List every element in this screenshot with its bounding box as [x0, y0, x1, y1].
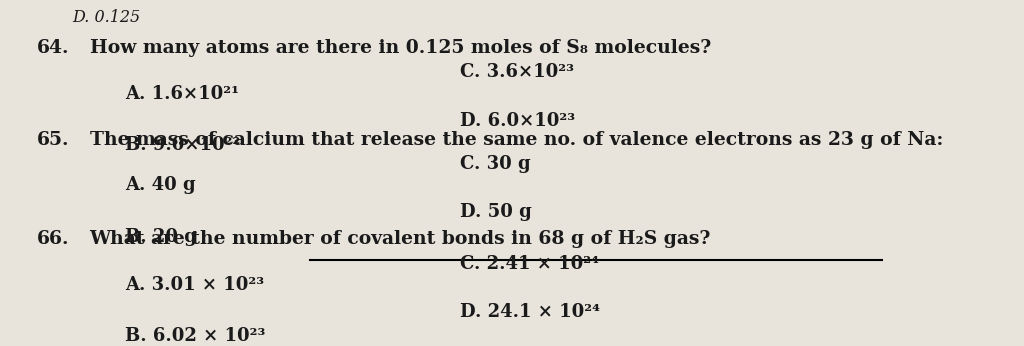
- Text: B. 6.02 × 10²³: B. 6.02 × 10²³: [125, 327, 265, 345]
- Text: C. 30 g: C. 30 g: [460, 155, 530, 173]
- Text: What are the number of covalent bonds in 68 g of H₂S gas?: What are the number of covalent bonds in…: [89, 230, 711, 248]
- Text: A. 3.01 × 10²³: A. 3.01 × 10²³: [125, 276, 264, 294]
- Text: B. 9.0×10²²: B. 9.0×10²²: [125, 136, 241, 154]
- Text: 64.: 64.: [37, 39, 70, 57]
- Text: C. 2.41 × 10²⁴: C. 2.41 × 10²⁴: [460, 255, 599, 273]
- Text: D. 6.0×10²³: D. 6.0×10²³: [460, 112, 575, 130]
- Text: 65.: 65.: [37, 131, 70, 149]
- Text: How many atoms are there in 0.125 moles of S₈ molecules?: How many atoms are there in 0.125 moles …: [89, 39, 711, 57]
- Text: D. 50 g: D. 50 g: [460, 203, 531, 221]
- Text: The mass of calcium that release the same no. of valence electrons as 23 g of Na: The mass of calcium that release the sam…: [89, 131, 943, 149]
- Text: D. 0.125: D. 0.125: [72, 9, 140, 26]
- Text: B. 20 g: B. 20 g: [125, 228, 197, 246]
- Text: D. 24.1 × 10²⁴: D. 24.1 × 10²⁴: [460, 303, 600, 321]
- Text: C. 3.6×10²³: C. 3.6×10²³: [460, 63, 574, 81]
- Text: A. 40 g: A. 40 g: [125, 176, 196, 194]
- Text: 66.: 66.: [37, 230, 70, 248]
- Text: A. 1.6×10²¹: A. 1.6×10²¹: [125, 85, 239, 103]
